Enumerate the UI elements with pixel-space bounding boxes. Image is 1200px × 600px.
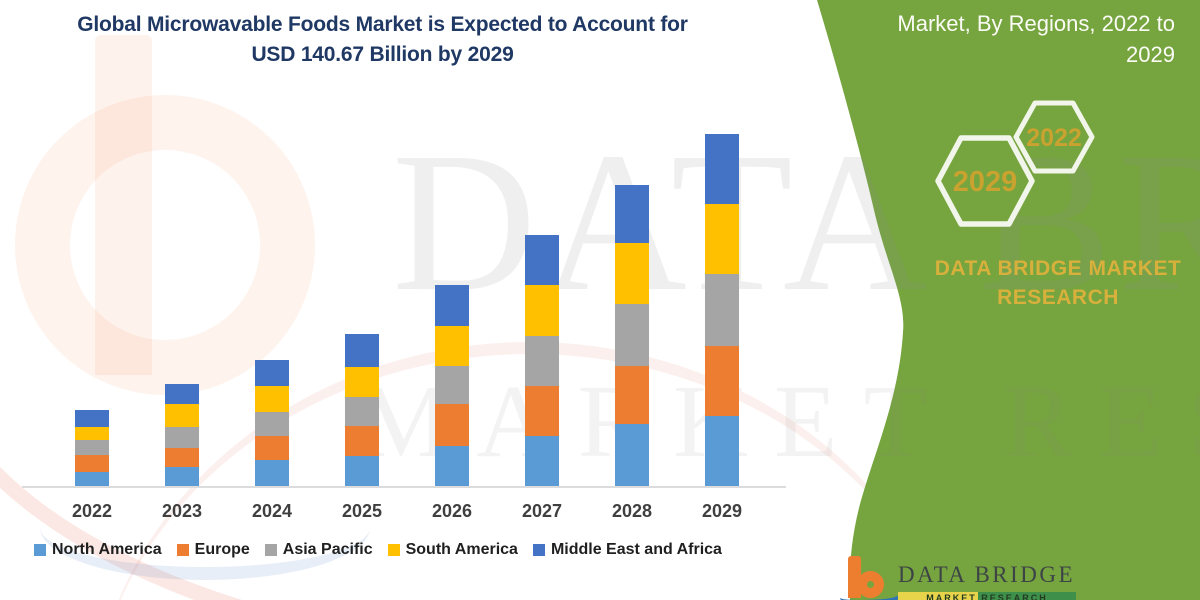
footer-brand-subtitle: MARKET RESEARCH	[898, 592, 1076, 600]
segment-asia-pacific	[525, 336, 559, 386]
segment-europe	[435, 404, 469, 446]
legend-label: Middle East and Africa	[550, 541, 722, 558]
legend-item-middle-east-and-africa: Middle East and Africa	[532, 541, 722, 559]
x-axis-label-2028: 2028	[611, 501, 653, 521]
segment-south-america	[525, 285, 559, 336]
segment-north-america	[615, 424, 649, 486]
chart-legend: North America Europe Asia Pacific South Ame…	[34, 541, 722, 559]
segment-middle-east-and-africa	[525, 235, 559, 285]
legend-item-north-america: North America	[34, 541, 162, 559]
segment-middle-east-and-africa	[705, 134, 739, 205]
segment-south-america	[615, 243, 649, 305]
segment-asia-pacific	[615, 304, 649, 366]
legend-swatch-icon	[264, 544, 277, 556]
segment-europe	[525, 386, 559, 436]
legend-item-south-america: South America	[387, 541, 518, 559]
hexagon-2022-label: 2022	[1026, 124, 1082, 152]
segment-europe	[345, 426, 379, 456]
segment-north-america	[705, 415, 739, 486]
bar-2025	[345, 334, 379, 486]
segment-south-america	[165, 403, 199, 427]
legend-label: Europe	[194, 541, 250, 558]
hexagon-2022	[1013, 100, 1095, 174]
legend-swatch-icon	[176, 544, 189, 556]
segment-asia-pacific	[705, 274, 739, 346]
segment-asia-pacific	[75, 440, 109, 455]
segment-south-america	[345, 367, 379, 397]
x-axis-label-2023: 2023	[161, 501, 203, 521]
watermark-text-market-research: MARKET RESEARCH	[358, 364, 1200, 479]
legend-item-europe: Europe	[176, 541, 250, 559]
legend-swatch-icon	[34, 544, 46, 556]
bar-2023	[165, 383, 199, 486]
segment-europe	[255, 436, 289, 460]
legend-swatch-icon	[387, 544, 400, 556]
x-axis-label-2026: 2026	[431, 501, 473, 521]
watermark-logo-red-arc-2	[90, 342, 970, 600]
segment-north-america	[345, 456, 379, 486]
segment-middle-east-and-africa	[345, 334, 379, 367]
brand-text-line1: DATA BRIDGE MARKET	[934, 257, 1182, 280]
hexagon-2029	[935, 135, 1035, 227]
legend-item-asia-pacific: Asia Pacific	[264, 541, 373, 559]
segment-europe	[75, 454, 109, 472]
bar-2028	[615, 184, 649, 486]
x-axis-label-2025: 2025	[341, 501, 383, 521]
legend-swatch-icon	[532, 544, 545, 556]
segment-middle-east-and-africa	[75, 410, 109, 427]
side-heading-line1: Market, By Regions, 2022 to	[897, 11, 1175, 36]
bar-2026	[435, 284, 469, 486]
watermark-logo-stem	[95, 35, 152, 375]
segment-north-america	[525, 436, 559, 486]
x-axis-label-2024: 2024	[251, 501, 293, 521]
side-heading-line2: 2029	[1126, 42, 1175, 67]
bar-2027	[525, 235, 559, 486]
segment-europe	[165, 447, 199, 467]
segment-asia-pacific	[255, 411, 289, 436]
brand-text: DATA BRIDGE MARKET RESEARCH	[930, 254, 1186, 312]
legend-label: North America	[52, 541, 162, 558]
segment-south-america	[435, 325, 469, 366]
footer-brand-name: DATA BRIDGE	[898, 562, 1076, 587]
chart-title-line2: USD 140.67 Billion by 2029	[251, 43, 514, 66]
segment-middle-east-and-africa	[435, 284, 469, 326]
bar-2022	[75, 410, 109, 486]
segment-asia-pacific	[165, 426, 199, 448]
segment-middle-east-and-africa	[255, 360, 289, 386]
bar-2029	[705, 134, 739, 486]
segment-north-america	[75, 471, 109, 486]
segment-north-america	[165, 467, 199, 486]
brand-text-line2: RESEARCH	[997, 286, 1119, 309]
segment-south-america	[705, 204, 739, 275]
legend-label: Asia Pacific	[282, 541, 373, 558]
segment-europe	[705, 345, 739, 416]
segment-south-america	[75, 426, 109, 441]
segment-south-america	[255, 386, 289, 412]
watermark-logo-bowl	[15, 95, 315, 395]
x-axis-label-2029: 2029	[701, 501, 743, 521]
legend-label: South America	[405, 541, 518, 558]
chart-title: Global Microwavable Foods Market is Expe…	[30, 10, 735, 70]
segment-middle-east-and-africa	[165, 383, 199, 404]
x-axis-line	[22, 486, 786, 488]
bar-2024	[255, 360, 289, 486]
chart-title-line1: Global Microwavable Foods Market is Expe…	[77, 13, 688, 36]
segment-asia-pacific	[435, 365, 469, 405]
side-panel-heading: Market, By Regions, 2022 to 2029	[745, 8, 1175, 70]
segment-europe	[615, 365, 649, 425]
segment-middle-east-and-africa	[615, 184, 649, 244]
segment-north-america	[255, 460, 289, 486]
x-axis-label-2027: 2027	[521, 501, 563, 521]
watermark-logo-red-arc	[0, 330, 620, 600]
segment-asia-pacific	[345, 397, 379, 426]
hexagon-2029-label: 2029	[953, 166, 1018, 198]
segment-north-america	[435, 446, 469, 486]
x-axis-label-2022: 2022	[71, 501, 113, 521]
